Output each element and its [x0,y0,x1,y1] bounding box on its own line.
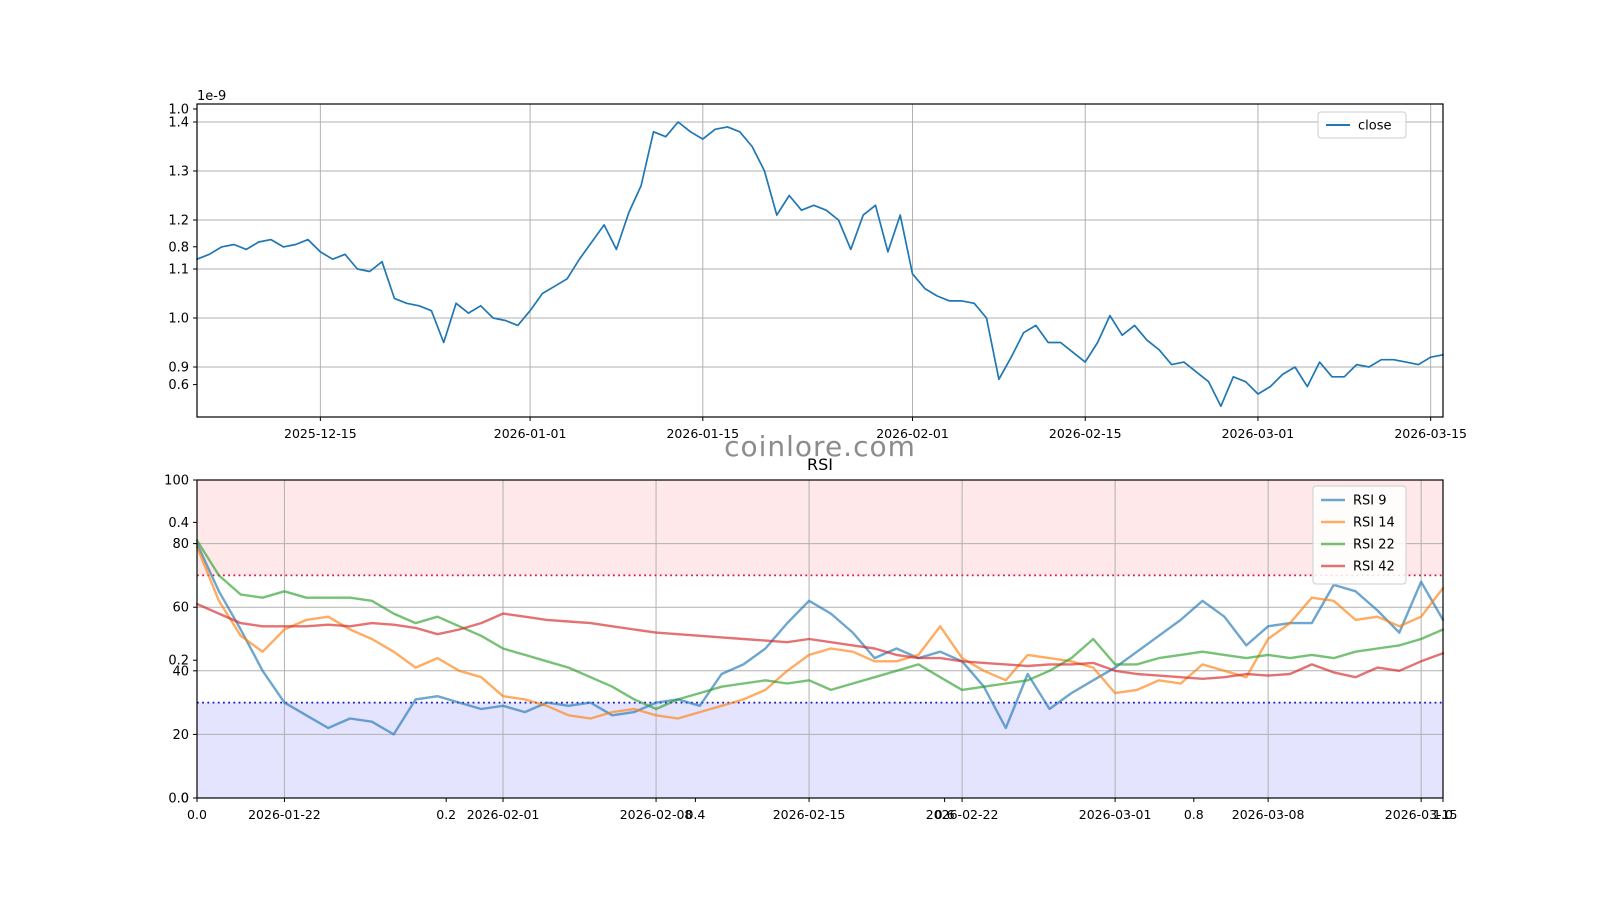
price-axes-frame [196,103,1444,418]
y-tick-label: 80 [172,537,189,552]
overlay-x-tick-label: 1.0 [1433,807,1453,822]
y-tick-label: 20 [172,728,189,743]
y-axis-offset-label: 1e-9 [197,89,226,104]
price-line-close [196,121,1444,408]
overlay-axis: 0.0 0.2 0.4 0.6 0.8 1.0 1.0 0.8 0.6 0.4 0.2 0.0 [168,103,1453,823]
legend-box [1317,111,1407,139]
y-tick-label: 0 [181,792,189,807]
rsi-line-rsi-9 [195,542,1445,736]
band [197,702,1443,798]
overlay-y-tick-label: 1.0 [168,103,189,118]
rsi-line-rsi-14 [195,545,1445,720]
y-tick-label: 40 [172,664,189,679]
x-tick-label: 2026-02-01 [876,426,949,441]
rsi-line-rsi-42 [195,602,1445,680]
x-tick-label: 2026-01-01 [494,426,567,441]
legend-label: close [1358,119,1391,134]
overlay-y-tick-label: 0.2 [168,654,189,669]
rsi-axes-frame [196,479,1444,799]
x-tick-label: 2026-03-01 [1222,426,1295,441]
x-tick-label: 2026-02-22 [926,807,999,822]
x-tick-label: 2026-03-15 [1385,807,1458,822]
legend-label: RSI 14 [1353,516,1395,531]
x-tick-label: 2026-03-01 [1079,807,1152,822]
y-tick-label: 1.0 [168,312,189,327]
y-tick-label: 0.9 [168,361,189,376]
overlay-y-tick-label: 0.4 [168,516,189,531]
overlay-x-tick-label: 0.2 [436,807,456,822]
y-tick-label: 1.1 [168,263,189,278]
x-tick-label: 2026-02-01 [467,807,540,822]
overlay-y-tick-label: 0.6 [168,378,189,393]
rsi-line-rsi-22 [195,539,1445,711]
overlay-x-tick-label: 0.8 [1184,807,1204,822]
overlay-x-tick-label: 0.6 [935,807,955,822]
overlay-y-tick-label: 0.8 [168,240,189,255]
price-chart: 2025-12-15 2026-01-01 2026-01-15 2026-02-01… [168,103,1467,441]
overlay-x-tick-label: 0.4 [685,807,705,822]
x-tick-label: 2026-02-15 [773,807,846,822]
x-tick-label: 2026-03-08 [1232,807,1305,822]
band [197,480,1443,576]
y-tick-label: 1.3 [168,164,189,179]
legend-label: RSI 42 [1353,560,1395,575]
watermark: coinlore.com [724,430,916,463]
y-tick-label: 1.4 [168,115,189,130]
x-tick-label: 2026-02-08 [620,807,693,822]
x-tick-label: 2026-01-15 [666,426,739,441]
x-tick-label: 2026-03-15 [1394,426,1467,441]
overlay-x-tick-label: 0.0 [187,807,207,822]
x-tick-label: 2025-12-15 [284,426,357,441]
legend-label: RSI 22 [1353,538,1395,553]
rsi-chart: 2026-01-22 2026-02-01 2026-02-08 2026-02-15… [164,474,1457,823]
y-tick-label: 60 [172,601,189,616]
overlay-y-tick-label: 0.0 [168,792,189,807]
x-tick-label: 2026-01-22 [248,807,321,822]
y-tick-label: 100 [164,474,189,489]
rsi-chart-title: RSI [807,455,833,474]
x-tick-label: 2026-02-15 [1049,426,1122,441]
legend-box [1312,485,1407,585]
y-tick-label: 1.2 [168,213,189,228]
legend-label: RSI 9 [1353,494,1387,509]
